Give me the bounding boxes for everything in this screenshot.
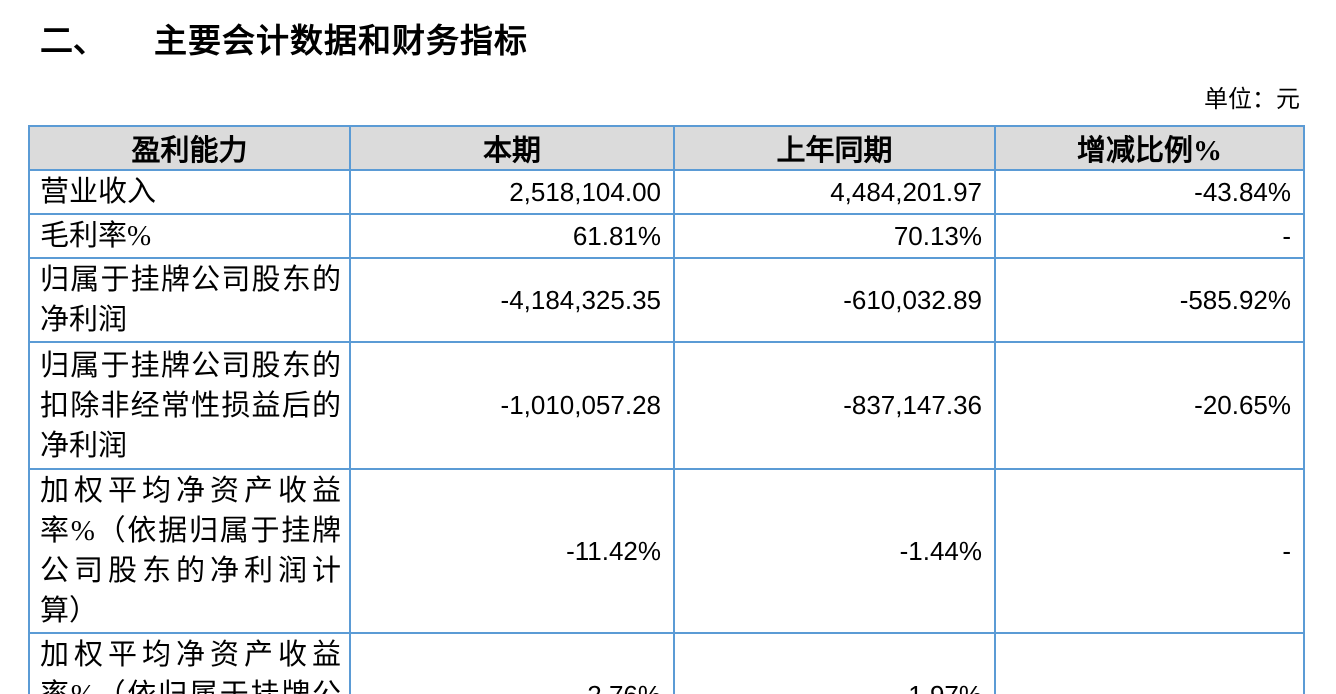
change-ratio-cell: - bbox=[994, 468, 1305, 634]
metric-label-cell: 营业收入 bbox=[28, 169, 351, 215]
current-period-cell: -4,184,325.35 bbox=[349, 257, 675, 343]
metric-label-cell: 归属于挂牌公司股东的净利润 bbox=[28, 257, 351, 343]
table-row: 加权平均净资产收益率%（依归属于挂牌公司 -2.76% -1.97% - bbox=[28, 632, 1305, 694]
prior-period-cell: -1.44% bbox=[673, 468, 996, 634]
change-ratio-cell: -43.84% bbox=[994, 169, 1305, 215]
table-row: 毛利率% 61.81% 70.13% - bbox=[28, 213, 1305, 259]
prior-period-cell: 4,484,201.97 bbox=[673, 169, 996, 215]
current-period-cell: -11.42% bbox=[349, 468, 675, 634]
metric-label-cell: 加权平均净资产收益率%（依据归属于挂牌公司股东的净利润计算） bbox=[28, 468, 351, 634]
metric-label-cell: 加权平均净资产收益率%（依归属于挂牌公司 bbox=[28, 632, 351, 694]
prior-period-cell: 70.13% bbox=[673, 213, 996, 259]
column-header-metric: 盈利能力 bbox=[28, 125, 351, 171]
table-row: 营业收入 2,518,104.00 4,484,201.97 -43.84% bbox=[28, 169, 1305, 215]
prior-period-cell: -837,147.36 bbox=[673, 341, 996, 470]
change-ratio-cell: -585.92% bbox=[994, 257, 1305, 343]
table-row: 归属于挂牌公司股东的净利润 -4,184,325.35 -610,032.89 … bbox=[28, 257, 1305, 343]
current-period-cell: -1,010,057.28 bbox=[349, 341, 675, 470]
table-header-row: 盈利能力 本期 上年同期 增减比例% bbox=[28, 125, 1305, 171]
financial-indicators-table: 盈利能力 本期 上年同期 增减比例% 营业收入 2,518,104.00 4,4… bbox=[28, 125, 1305, 694]
column-header-prior-period: 上年同期 bbox=[673, 125, 996, 171]
report-page: 二、 主要会计数据和财务指标 单位：元 盈利能力 本期 上年同期 增减比例% 营… bbox=[0, 22, 1336, 694]
metric-label-cell: 归属于挂牌公司股东的扣除非经常性损益后的净利润 bbox=[28, 341, 351, 470]
change-ratio-cell: - bbox=[994, 632, 1305, 694]
current-period-cell: 61.81% bbox=[349, 213, 675, 259]
metric-label-cell: 毛利率% bbox=[28, 213, 351, 259]
unit-label: 单位：元 bbox=[1204, 87, 1300, 113]
section-number: 二、 bbox=[40, 24, 106, 60]
change-ratio-cell: - bbox=[994, 213, 1305, 259]
table-row: 加权平均净资产收益率%（依据归属于挂牌公司股东的净利润计算） -11.42% -… bbox=[28, 468, 1305, 634]
current-period-cell: 2,518,104.00 bbox=[349, 169, 675, 215]
prior-period-cell: -1.97% bbox=[673, 632, 996, 694]
change-ratio-cell: -20.65% bbox=[994, 341, 1305, 470]
column-header-current-period: 本期 bbox=[349, 125, 675, 171]
prior-period-cell: -610,032.89 bbox=[673, 257, 996, 343]
column-header-change-ratio: 增减比例% bbox=[994, 125, 1305, 171]
page-title: 主要会计数据和财务指标 bbox=[154, 24, 528, 60]
section-heading: 二、 主要会计数据和财务指标 bbox=[40, 22, 1336, 62]
current-period-cell: -2.76% bbox=[349, 632, 675, 694]
table-row: 归属于挂牌公司股东的扣除非经常性损益后的净利润 -1,010,057.28 -8… bbox=[28, 341, 1305, 470]
